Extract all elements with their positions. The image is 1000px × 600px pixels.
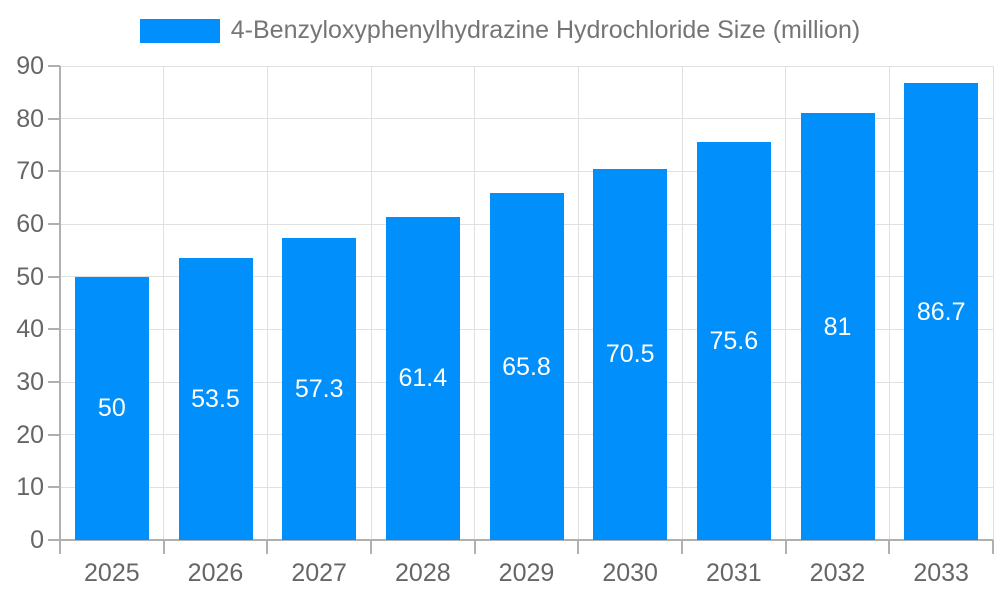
bar-value-label: 61.4 [398, 364, 448, 393]
y-axis-label: 30 [16, 368, 44, 396]
x-axis-label: 2030 [602, 559, 658, 587]
gridline-vertical [888, 66, 890, 540]
y-axis-label: 90 [16, 52, 44, 80]
x-axis-tick [473, 540, 476, 554]
gridline-vertical [163, 66, 165, 540]
x-axis-label: 2033 [913, 559, 969, 587]
bar-2032[interactable]: 81 [800, 113, 875, 540]
x-axis-tick [370, 540, 372, 554]
x-axis-label: 2032 [809, 559, 866, 587]
gridline-vertical [474, 66, 476, 540]
x-axis-tick [162, 540, 165, 554]
y-axis-tick [48, 486, 60, 489]
y-axis-label: 10 [16, 473, 44, 502]
bar-value-label: 75.6 [709, 326, 759, 355]
gridline-vertical [266, 66, 268, 540]
y-axis-tick [48, 223, 60, 225]
bar-value-label: 70.5 [605, 340, 655, 369]
x-axis-tick [266, 540, 269, 554]
y-axis-label: 80 [16, 104, 44, 133]
bar-2033[interactable]: 86.7 [904, 83, 979, 540]
bar-2030[interactable]: 70.5 [593, 168, 668, 540]
x-axis-label: 2031 [706, 559, 762, 587]
y-axis-tick [48, 65, 60, 67]
x-axis-tick [888, 540, 891, 554]
y-axis-line [59, 66, 61, 554]
y-axis-label: 40 [16, 315, 44, 344]
y-axis-tick [48, 117, 60, 120]
x-axis-tick [992, 540, 994, 554]
y-axis-tick [48, 381, 60, 383]
gridline-horizontal [60, 118, 993, 120]
bar-value-label: 57.3 [294, 375, 344, 404]
x-axis-tick [681, 540, 683, 554]
gridline-vertical [370, 66, 372, 540]
x-axis-label: 2026 [187, 559, 244, 587]
gridline-vertical [785, 66, 787, 540]
bar-2031[interactable]: 75.6 [696, 141, 771, 540]
bar-value-label: 50 [97, 394, 126, 423]
y-axis-label: 50 [16, 262, 44, 291]
bar-value-label: 65.8 [502, 352, 551, 381]
y-axis-label: 60 [16, 210, 44, 238]
bar-value-label: 86.7 [916, 297, 966, 326]
x-axis-label: 2028 [395, 559, 451, 587]
x-axis-line [48, 539, 993, 541]
x-axis-label: 2029 [498, 559, 555, 587]
gridline-vertical [577, 66, 579, 540]
gridline-vertical [681, 66, 683, 540]
legend-label: 4-Benzyloxyphenylhydrazine Hydrochloride… [230, 16, 861, 45]
y-axis-tick [48, 433, 60, 436]
bar-2026[interactable]: 53.5 [178, 258, 253, 540]
gridline-horizontal [60, 65, 993, 67]
y-axis-tick [48, 170, 60, 173]
x-axis-label: 2027 [291, 559, 347, 587]
gridline-vertical [992, 66, 994, 540]
legend-item[interactable]: 4-Benzyloxyphenylhydrazine Hydrochloride… [0, 12, 1000, 50]
bar-2025[interactable]: 50 [74, 276, 149, 540]
y-axis-label: 0 [30, 526, 44, 554]
gridline-horizontal [60, 170, 993, 172]
y-axis-label: 70 [16, 157, 44, 186]
bar-value-label: 81 [823, 312, 852, 341]
bar-2029[interactable]: 65.8 [489, 193, 564, 540]
bar-2028[interactable]: 61.4 [385, 216, 460, 540]
legend-swatch-icon [139, 19, 220, 43]
x-axis-tick [577, 540, 580, 554]
bar-value-label: 53.5 [191, 385, 240, 414]
x-axis-tick [784, 540, 787, 554]
y-axis-tick [48, 275, 60, 278]
y-axis-label: 20 [16, 420, 44, 449]
x-axis-label: 2025 [84, 559, 140, 587]
y-axis-tick [48, 328, 60, 331]
bar-2027[interactable]: 57.3 [282, 238, 357, 540]
